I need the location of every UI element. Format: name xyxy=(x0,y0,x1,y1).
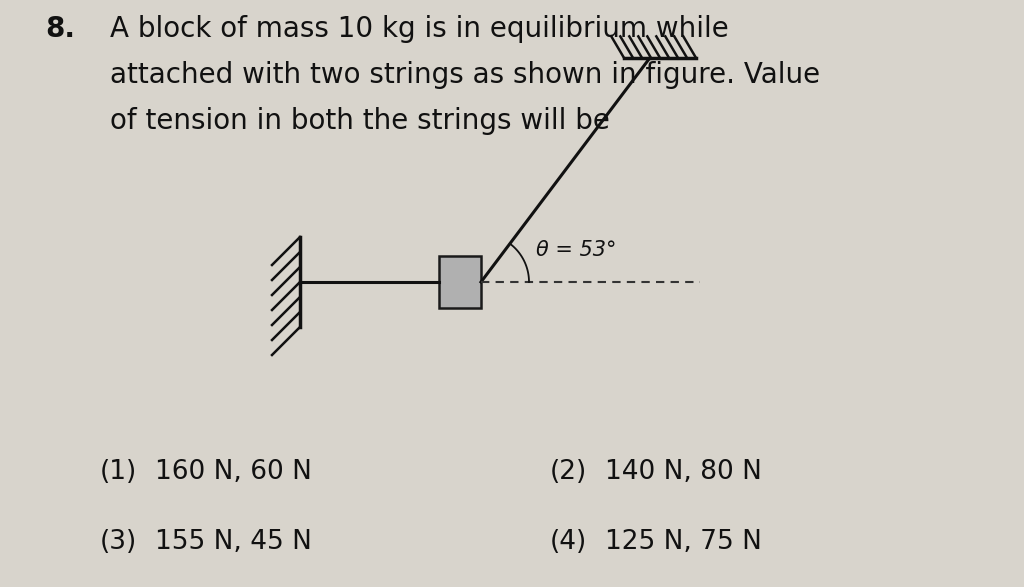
Text: of tension in both the strings will be: of tension in both the strings will be xyxy=(110,107,610,135)
Text: (2): (2) xyxy=(550,459,587,485)
Text: 125 N, 75 N: 125 N, 75 N xyxy=(605,529,762,555)
Text: θ = 53°: θ = 53° xyxy=(536,240,616,260)
Bar xyxy=(439,256,481,308)
Text: 155 N, 45 N: 155 N, 45 N xyxy=(155,529,312,555)
Text: A block of mass 10 kg is in equilibrium while: A block of mass 10 kg is in equilibrium … xyxy=(110,15,729,43)
Text: (1): (1) xyxy=(100,459,137,485)
Text: 160 N, 60 N: 160 N, 60 N xyxy=(155,459,312,485)
Text: (3): (3) xyxy=(100,529,137,555)
Text: attached with two strings as shown in figure. Value: attached with two strings as shown in fi… xyxy=(110,61,820,89)
Text: 8.: 8. xyxy=(45,15,75,43)
Text: (4): (4) xyxy=(550,529,587,555)
Text: 140 N, 80 N: 140 N, 80 N xyxy=(605,459,762,485)
